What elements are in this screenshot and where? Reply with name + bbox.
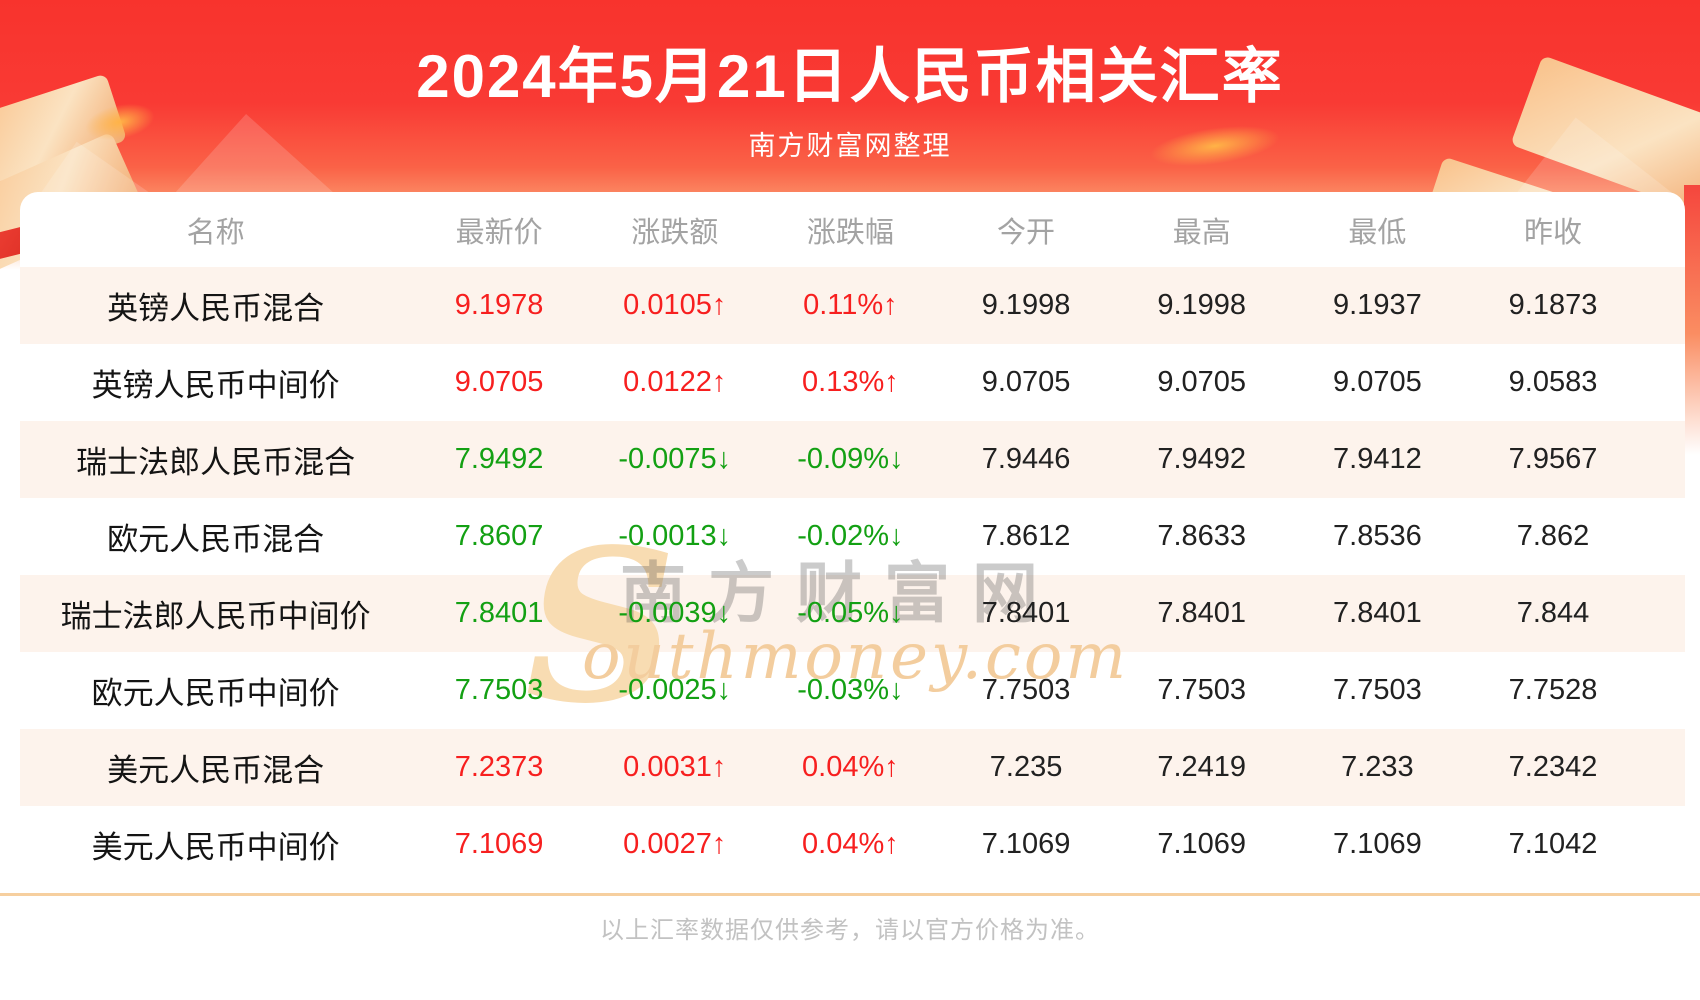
row-open: 7.8612	[981, 520, 1071, 552]
row-prev: 7.1042	[1508, 828, 1598, 860]
row-change: 0.0105↑	[623, 289, 727, 321]
row-open: 7.8401	[981, 597, 1071, 629]
row-latest: 9.0705	[454, 366, 544, 398]
row-open: 9.1998	[981, 289, 1071, 321]
col-header-prev: 昨收	[1524, 216, 1583, 249]
row-low: 7.1069	[1333, 828, 1422, 860]
row-high: 7.1069	[1157, 828, 1247, 860]
row-prev: 9.0583	[1508, 366, 1598, 398]
row-pct: -0.09%↓	[797, 443, 904, 475]
row-change: 0.0031↑	[623, 751, 727, 783]
row-high: 7.9492	[1157, 443, 1247, 475]
row-pct: -0.02%↓	[797, 520, 904, 552]
row-latest: 7.1069	[454, 828, 544, 860]
table-row: 欧元人民币混合 7.8607 -0.0013↓ -0.02%↓ 7.8612 7…	[20, 498, 1685, 575]
row-high: 9.1998	[1157, 289, 1247, 321]
row-pct: 0.04%↑	[802, 828, 899, 860]
row-high: 9.0705	[1157, 366, 1247, 398]
row-name: 英镑人民币中间价	[91, 368, 340, 403]
table-row: 美元人民币中间价 7.1069 0.0027↑ 0.04%↑ 7.1069 7.…	[20, 806, 1685, 883]
table-header-row: 名称 最新价 涨跌额 涨跌幅 今开 最高 最低 昨收	[20, 192, 1685, 267]
table-row: 英镑人民币中间价 9.0705 0.0122↑ 0.13%↑ 9.0705 9.…	[20, 344, 1685, 421]
row-change: -0.0075↓	[618, 443, 732, 475]
red-edge-streak-icon	[1684, 185, 1700, 455]
row-name: 瑞士法郎人民币混合	[76, 445, 356, 480]
row-pct: -0.03%↓	[797, 674, 904, 706]
row-prev: 7.844	[1516, 597, 1590, 629]
col-header-pct: 涨跌幅	[806, 216, 894, 249]
row-name: 欧元人民币中间价	[91, 676, 340, 711]
page-subtitle: 南方财富网整理	[748, 131, 952, 161]
row-name: 美元人民币中间价	[91, 830, 340, 865]
row-latest: 7.7503	[454, 674, 544, 706]
row-name: 美元人民币混合	[107, 753, 325, 788]
col-header-high: 最高	[1172, 216, 1231, 249]
table-row: 欧元人民币中间价 7.7503 -0.0025↓ -0.03%↓ 7.7503 …	[20, 652, 1685, 729]
exchange-rate-table: S 南方财富网 outhmoney.com 名称 最新价 涨跌额 涨跌幅 今开 …	[20, 192, 1685, 883]
table-row: 瑞士法郎人民币中间价 7.8401 -0.0039↓ -0.05%↓ 7.840…	[20, 575, 1685, 652]
footer-divider	[0, 893, 1700, 896]
col-header-open: 今开	[997, 216, 1056, 249]
footer-disclaimer: 以上汇率数据仅供参考，请以官方价格为准。	[600, 917, 1100, 944]
row-change: -0.0013↓	[618, 520, 732, 552]
table-row: 美元人民币混合 7.2373 0.0031↑ 0.04%↑ 7.235 7.24…	[20, 729, 1685, 806]
row-pct: 0.11%↑	[803, 289, 898, 321]
row-prev: 7.862	[1516, 520, 1590, 552]
row-high: 7.2419	[1157, 751, 1247, 783]
row-low: 9.0705	[1333, 366, 1422, 398]
row-change: 0.0027↑	[623, 828, 727, 860]
row-high: 7.8401	[1157, 597, 1247, 629]
row-low: 7.7503	[1333, 674, 1422, 706]
row-latest: 7.9492	[454, 443, 544, 475]
row-prev: 7.2342	[1508, 751, 1598, 783]
col-header-name: 名称	[186, 216, 245, 249]
row-change: 0.0122↑	[623, 366, 727, 398]
col-header-low: 最低	[1348, 216, 1407, 249]
row-low: 7.8536	[1333, 520, 1422, 552]
row-prev: 7.7528	[1508, 674, 1598, 706]
table-row: 瑞士法郎人民币混合 7.9492 -0.0075↓ -0.09%↓ 7.9446…	[20, 421, 1685, 498]
row-pct: -0.05%↓	[797, 597, 904, 629]
row-prev: 9.1873	[1508, 289, 1598, 321]
row-high: 7.8633	[1157, 520, 1247, 552]
row-latest: 7.8607	[454, 520, 544, 552]
row-name: 英镑人民币混合	[107, 291, 325, 326]
col-header-change: 涨跌额	[631, 216, 719, 249]
row-open: 7.7503	[981, 674, 1071, 706]
row-change: -0.0025↓	[618, 674, 732, 706]
row-open: 7.235	[989, 751, 1063, 783]
col-header-latest: 最新价	[455, 216, 543, 249]
page-title: 2024年5月21日人民币相关汇率	[416, 43, 1284, 110]
row-open: 7.1069	[981, 828, 1071, 860]
row-low: 7.233	[1341, 751, 1414, 783]
row-change: -0.0039↓	[618, 597, 732, 629]
row-low: 9.1937	[1333, 289, 1422, 321]
row-pct: 0.04%↑	[802, 751, 899, 783]
table-row: 英镑人民币混合 9.1978 0.0105↑ 0.11%↑ 9.1998 9.1…	[20, 267, 1685, 344]
row-open: 9.0705	[981, 366, 1071, 398]
row-prev: 7.9567	[1508, 443, 1598, 475]
row-open: 7.9446	[981, 443, 1071, 475]
row-latest: 7.8401	[454, 597, 544, 629]
row-name: 欧元人民币混合	[107, 522, 325, 557]
row-latest: 7.2373	[454, 751, 544, 783]
row-name: 瑞士法郎人民币中间价	[60, 599, 371, 634]
row-low: 7.9412	[1333, 443, 1422, 475]
row-pct: 0.13%↑	[802, 366, 899, 398]
row-latest: 9.1978	[454, 289, 544, 321]
row-low: 7.8401	[1333, 597, 1422, 629]
row-high: 7.7503	[1157, 674, 1247, 706]
